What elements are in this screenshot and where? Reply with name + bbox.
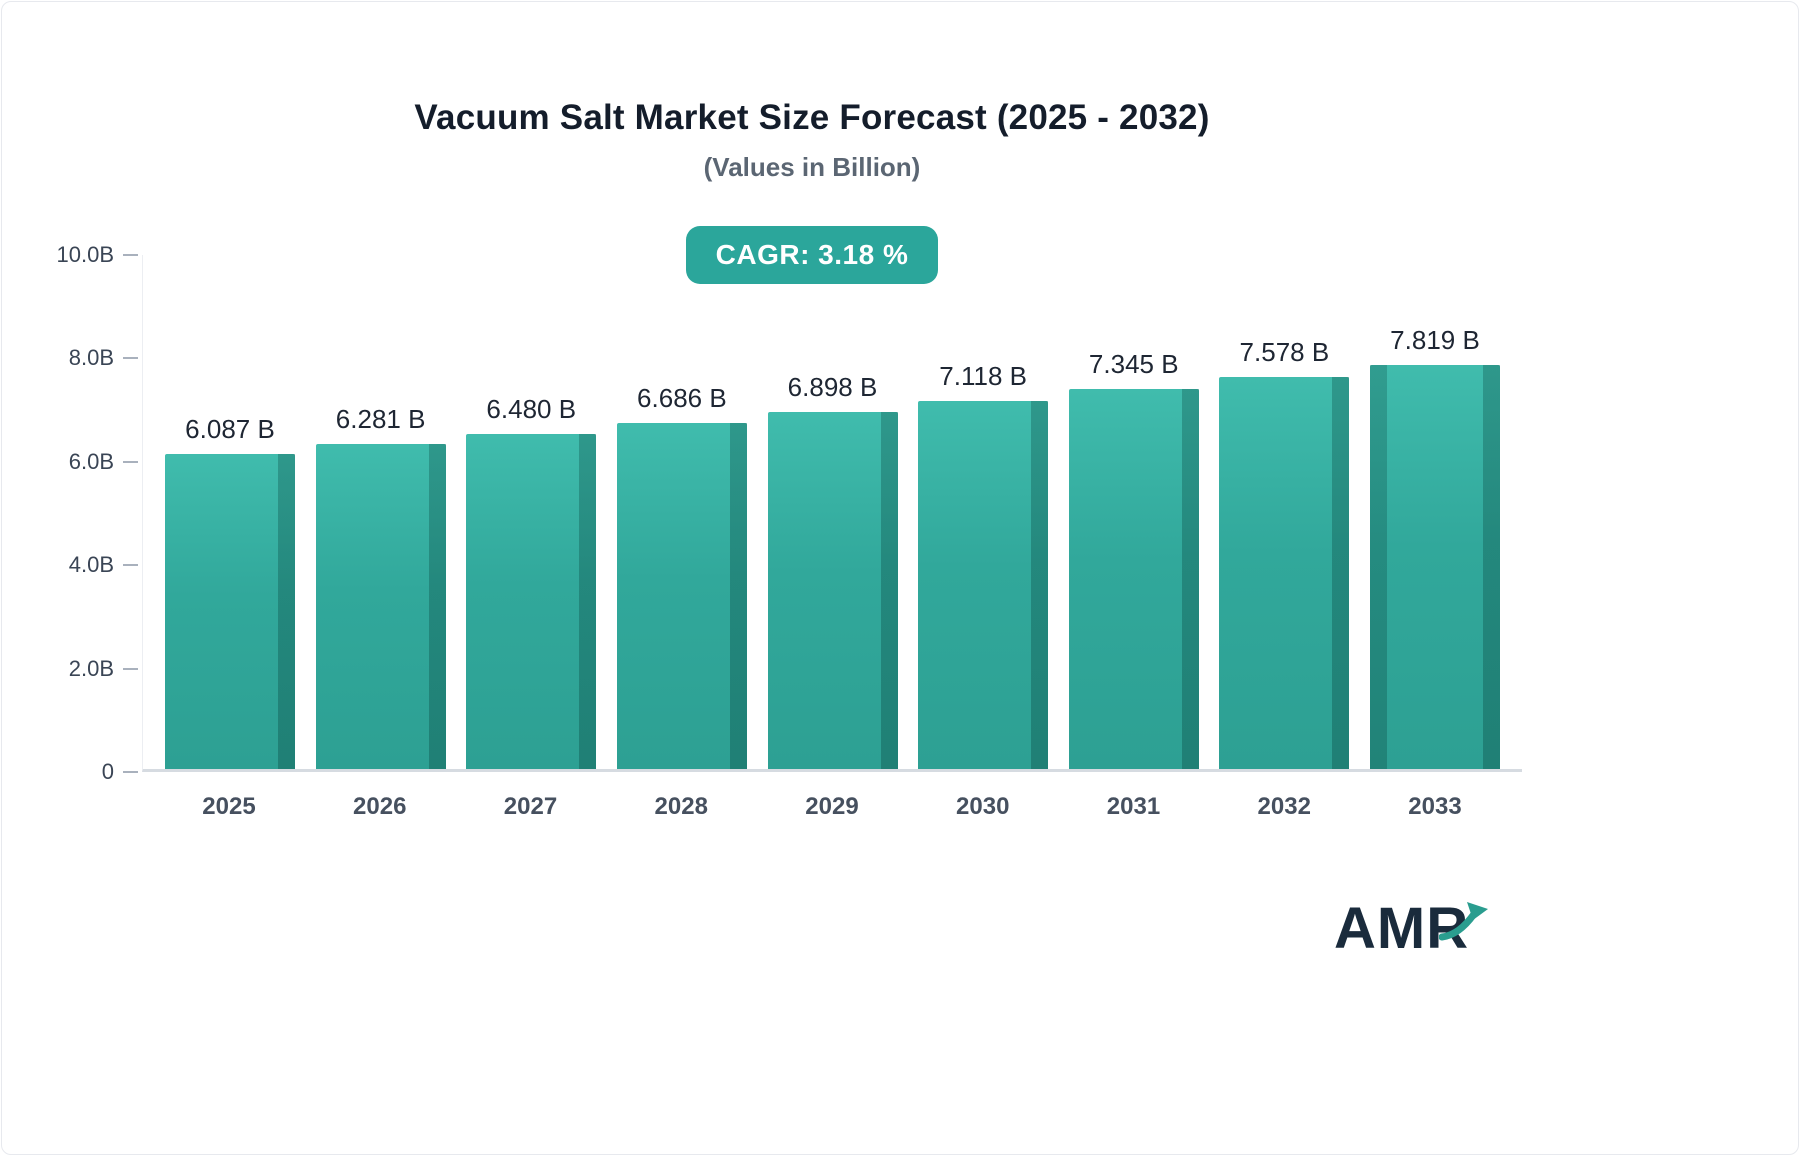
bar [767, 412, 898, 769]
amr-logo: AMR [1334, 895, 1491, 962]
cagr-badge-label: CAGR: 3.18 % [685, 226, 939, 284]
y-tick: 2.0B [68, 655, 138, 681]
y-tick: 0 [101, 759, 138, 784]
y-tick-mark [123, 254, 138, 256]
y-tick-mark [123, 460, 138, 463]
bar-group: 6.087 B [165, 252, 295, 769]
bar [1370, 364, 1500, 770]
plot-area: 6.087 B 6.281 B 6.480 B 6.686 B 6.898 B 7.118… [142, 255, 1522, 772]
bar-group: 6.686 B [616, 252, 747, 769]
x-axis-label: 2030 [956, 793, 1010, 820]
bar-group: 6.480 B [466, 252, 597, 769]
bar [315, 444, 446, 769]
bar [1219, 377, 1350, 769]
y-tick: 4.0B [68, 552, 138, 578]
bar-value-label: 7.345 B [1088, 349, 1179, 380]
bar-group: 7.578 B [1219, 252, 1350, 769]
y-tick-mark [123, 357, 138, 360]
x-axis-label: 2029 [805, 793, 859, 820]
bar-group: 6.281 B [315, 252, 446, 769]
y-tick-label: 10.0B [56, 242, 115, 267]
bar-value-label: 6.898 B [787, 372, 878, 403]
x-axis-label: 2026 [353, 793, 407, 820]
y-tick: 6.0B [68, 448, 138, 474]
amr-logo-text: AMR [1334, 896, 1470, 961]
x-axis-label: 2031 [1106, 793, 1161, 820]
y-tick-label: 6.0B [68, 448, 114, 474]
y-tick-label: 4.0B [68, 552, 114, 578]
bars: 6.087 B 6.281 B 6.480 B 6.686 B 6.898 B 7.118… [165, 252, 1500, 770]
x-axis: 2025 2026 2027 2028 2029 2030 2031 2032 2033 [164, 793, 1500, 821]
bar-group: 6.898 B [767, 252, 898, 769]
y-axis: 10.0B 8.0B 6.0B 4.0B 2.0B 0 [42, 242, 138, 784]
chart-title: Vacuum Salt Market Size Forecast (2025 -… [414, 98, 1210, 137]
x-axis-label: 2027 [503, 793, 558, 820]
bar-value-label: 6.087 B [185, 414, 275, 445]
x-axis-label: 2033 [1408, 793, 1462, 820]
bar-group: 7.118 B [918, 252, 1049, 769]
bar-value-label: 6.480 B [486, 394, 577, 424]
bar-value-label: 7.819 B [1390, 324, 1480, 355]
y-tick-mark [123, 564, 138, 567]
y-tick: 8.0B [68, 345, 138, 371]
y-tick: 10.0B [56, 242, 138, 267]
cagr-badge: CAGR: 3.18 % [2, 226, 1622, 284]
chart-area: 10.0B 8.0B 6.0B 4.0B 2.0B 0 6.087 B 6.281 B 6.4… [42, 242, 1522, 855]
bar-value-label: 7.118 B [939, 361, 1027, 391]
bar-value-label: 6.686 B [637, 383, 727, 414]
bar-value-label: 7.578 B [1239, 337, 1330, 368]
bar [1068, 389, 1199, 769]
y-tick-label: 8.0B [68, 345, 114, 371]
x-axis-label: 2028 [654, 793, 708, 820]
y-tick-label: 2.0B [68, 655, 114, 681]
bar-group: 7.345 B [1068, 252, 1199, 769]
bar [165, 454, 295, 769]
bar [616, 423, 747, 769]
x-axis-label: 2032 [1257, 793, 1311, 820]
chart-subtitle: (Values in Billion) [703, 152, 921, 182]
y-tick-mark [123, 667, 138, 670]
y-tick-mark [123, 771, 138, 773]
bar-value-label: 6.281 B [335, 404, 426, 435]
y-tick-label: 0 [101, 759, 114, 784]
bar [918, 401, 1049, 769]
growth-arrow-icon [1439, 901, 1489, 940]
bar-group: 7.819 B [1370, 252, 1500, 770]
bar [466, 434, 597, 769]
x-axis-label: 2025 [202, 793, 256, 820]
